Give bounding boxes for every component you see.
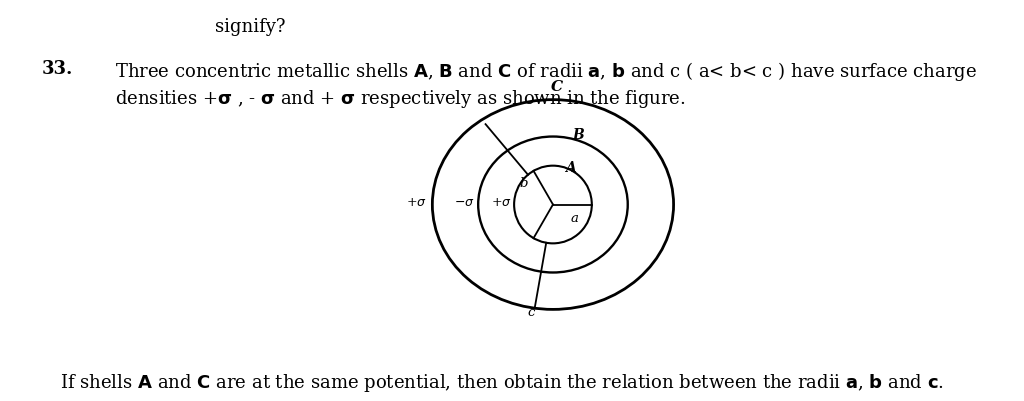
- Text: c: c: [528, 306, 536, 318]
- Text: +$\sigma$: +$\sigma$: [406, 196, 427, 209]
- Text: b: b: [519, 177, 528, 190]
- Text: If shells $\mathbf{A}$ and $\mathbf{C}$ are at the same potential, then obtain t: If shells $\mathbf{A}$ and $\mathbf{C}$ …: [60, 372, 944, 394]
- Text: densities +$\mathbf{\sigma}$ , - $\mathbf{\sigma}$ and + $\mathbf{\sigma}$ respe: densities +$\mathbf{\sigma}$ , - $\mathb…: [115, 88, 686, 110]
- Text: B: B: [572, 128, 584, 142]
- Text: A: A: [564, 161, 575, 175]
- Text: a: a: [570, 212, 579, 225]
- Text: signify?: signify?: [215, 18, 286, 36]
- Text: C: C: [551, 80, 563, 94]
- Text: +$\sigma$: +$\sigma$: [492, 196, 512, 209]
- Text: $-\sigma$: $-\sigma$: [454, 196, 474, 209]
- Text: Three concentric metallic shells $\mathbf{A}$, $\mathbf{B}$ and $\mathbf{C}$ of : Three concentric metallic shells $\mathb…: [115, 60, 977, 83]
- Text: 33.: 33.: [42, 60, 74, 78]
